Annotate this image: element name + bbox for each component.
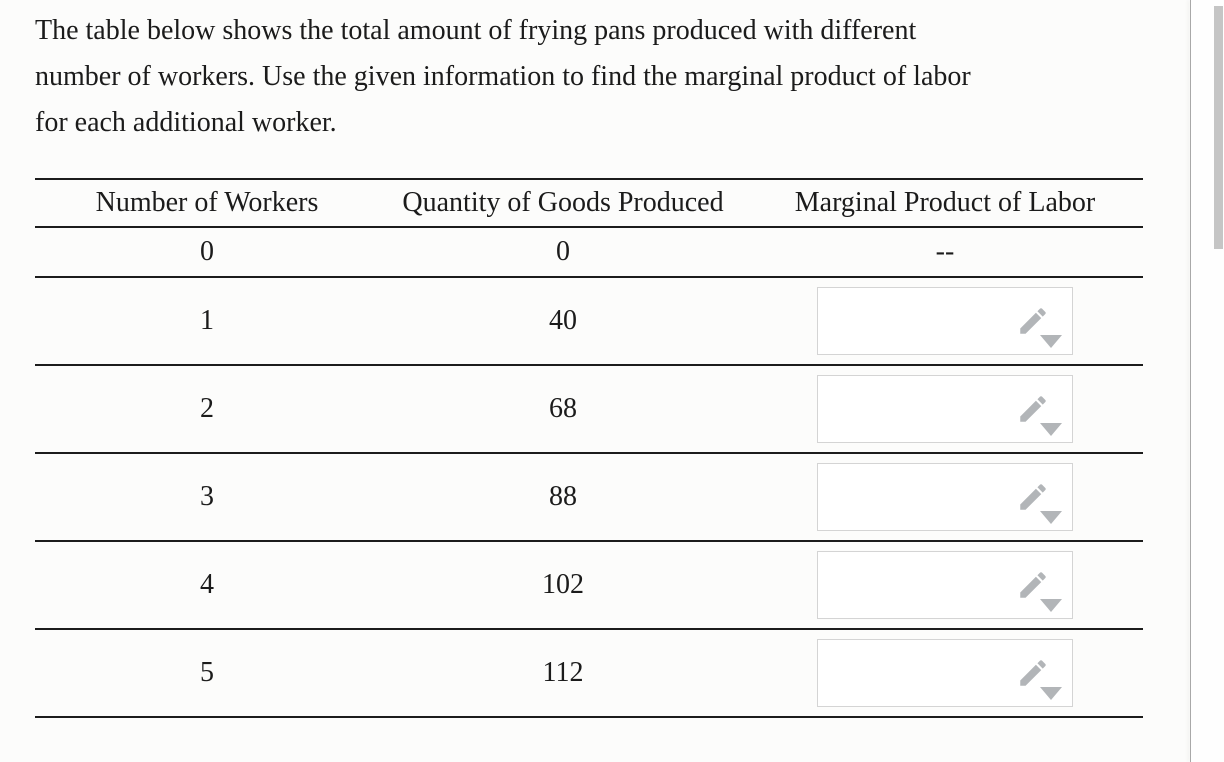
answer-field-row-3[interactable] [817, 463, 1073, 531]
workers-value: 2 [200, 393, 214, 424]
workers-value: 1 [200, 305, 214, 336]
question-prompt: The table below shows the total amount o… [35, 8, 1147, 146]
col-header-quantity: Quantity of Goods Produced [402, 187, 724, 218]
workers-value: 4 [200, 569, 214, 600]
table-row: 4 102 [35, 541, 1143, 629]
scrollbar-thumb[interactable] [1214, 6, 1223, 249]
answer-field-row-4[interactable] [817, 551, 1073, 619]
col-header-workers: Number of Workers [95, 187, 319, 218]
table-row: 5 112 [35, 629, 1143, 717]
table-row: 1 40 [35, 277, 1143, 365]
prompt-line-1: The table below shows the total amount o… [35, 15, 917, 46]
table-row: 0 0 -- [35, 227, 1143, 277]
table-row: 3 88 [35, 453, 1143, 541]
production-table: Number of Workers Quantity of Goods Prod… [35, 178, 1143, 718]
answer-input-row-1[interactable] [818, 288, 1072, 354]
quantity-value: 68 [549, 393, 577, 424]
workers-value: 0 [200, 236, 214, 267]
workers-value: 3 [200, 481, 214, 512]
workers-value: 5 [200, 657, 214, 688]
content-right-border [1190, 0, 1191, 762]
col-header-mpl: Marginal Product of Labor [794, 187, 1096, 218]
table-row: 2 68 [35, 365, 1143, 453]
quantity-value: 40 [549, 305, 577, 336]
answer-field-row-5[interactable] [817, 639, 1073, 707]
scrollbar-track[interactable] [1191, 0, 1224, 762]
answer-input-row-3[interactable] [818, 464, 1072, 530]
answer-input-row-5[interactable] [818, 640, 1072, 706]
mpl-static-value: -- [935, 236, 955, 267]
table-header-row: Number of Workers Quantity of Goods Prod… [35, 179, 1143, 227]
answer-field-row-2[interactable] [817, 375, 1073, 443]
answer-input-row-4[interactable] [818, 552, 1072, 618]
quantity-value: 0 [556, 236, 570, 267]
quantity-value: 88 [549, 481, 577, 512]
answer-input-row-2[interactable] [818, 376, 1072, 442]
prompt-line-3: for each additional worker. [35, 107, 337, 138]
quantity-value: 102 [542, 569, 584, 600]
answer-field-row-1[interactable] [817, 287, 1073, 355]
quantity-value: 112 [542, 657, 584, 688]
prompt-line-2: number of workers. Use the given informa… [35, 61, 971, 92]
